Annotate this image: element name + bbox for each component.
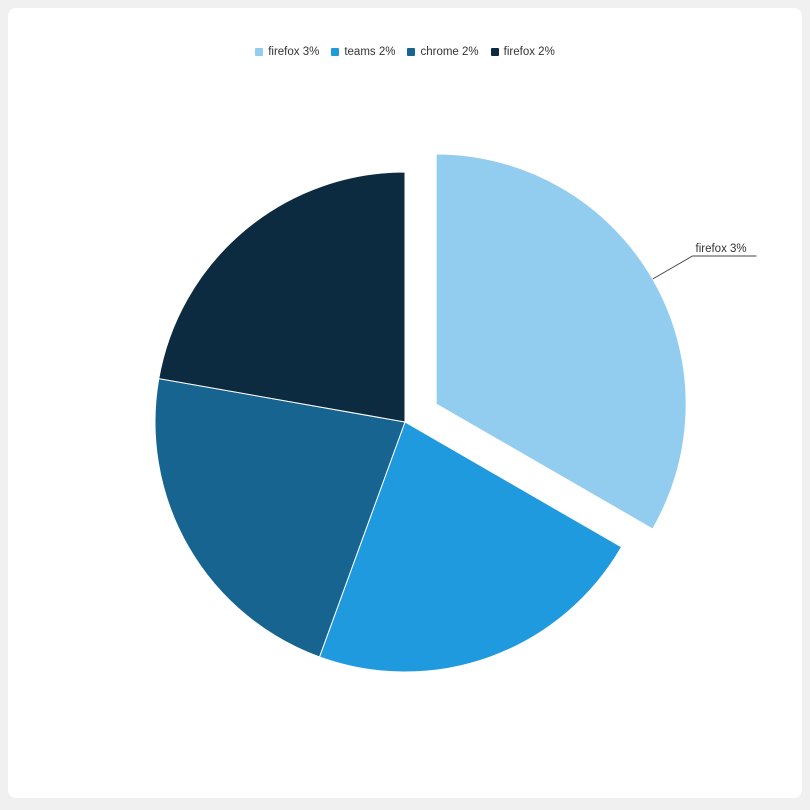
pie-slice-3[interactable] <box>158 171 406 423</box>
label-connector-line <box>652 255 757 280</box>
pie-slice-1[interactable] <box>318 421 623 673</box>
legend-marker-icon <box>490 47 499 56</box>
legend-marker-icon <box>255 47 264 56</box>
legend-item-3[interactable]: firefox 2% <box>490 45 555 58</box>
legend-item-1[interactable]: teams 2% <box>331 46 395 58</box>
pie-slice-2[interactable] <box>154 378 406 658</box>
legend-label: teams 2% <box>344 45 396 58</box>
slice-callout-label: firefox 3% <box>696 243 747 255</box>
legend-marker-icon <box>407 47 416 56</box>
legend-marker-icon <box>331 47 340 56</box>
legend-label: firefox 3% <box>268 45 320 58</box>
pie-slice-0[interactable] <box>435 153 687 530</box>
legend-label: chrome 2% <box>420 45 479 58</box>
chart-legend: firefox 3% teams 2% chrome 2% firefox 2% <box>8 46 802 58</box>
legend-item-2[interactable]: chrome 2% <box>407 45 479 58</box>
legend-label: firefox 2% <box>503 45 555 58</box>
legend-item-0[interactable]: firefox 3% <box>255 46 319 58</box>
